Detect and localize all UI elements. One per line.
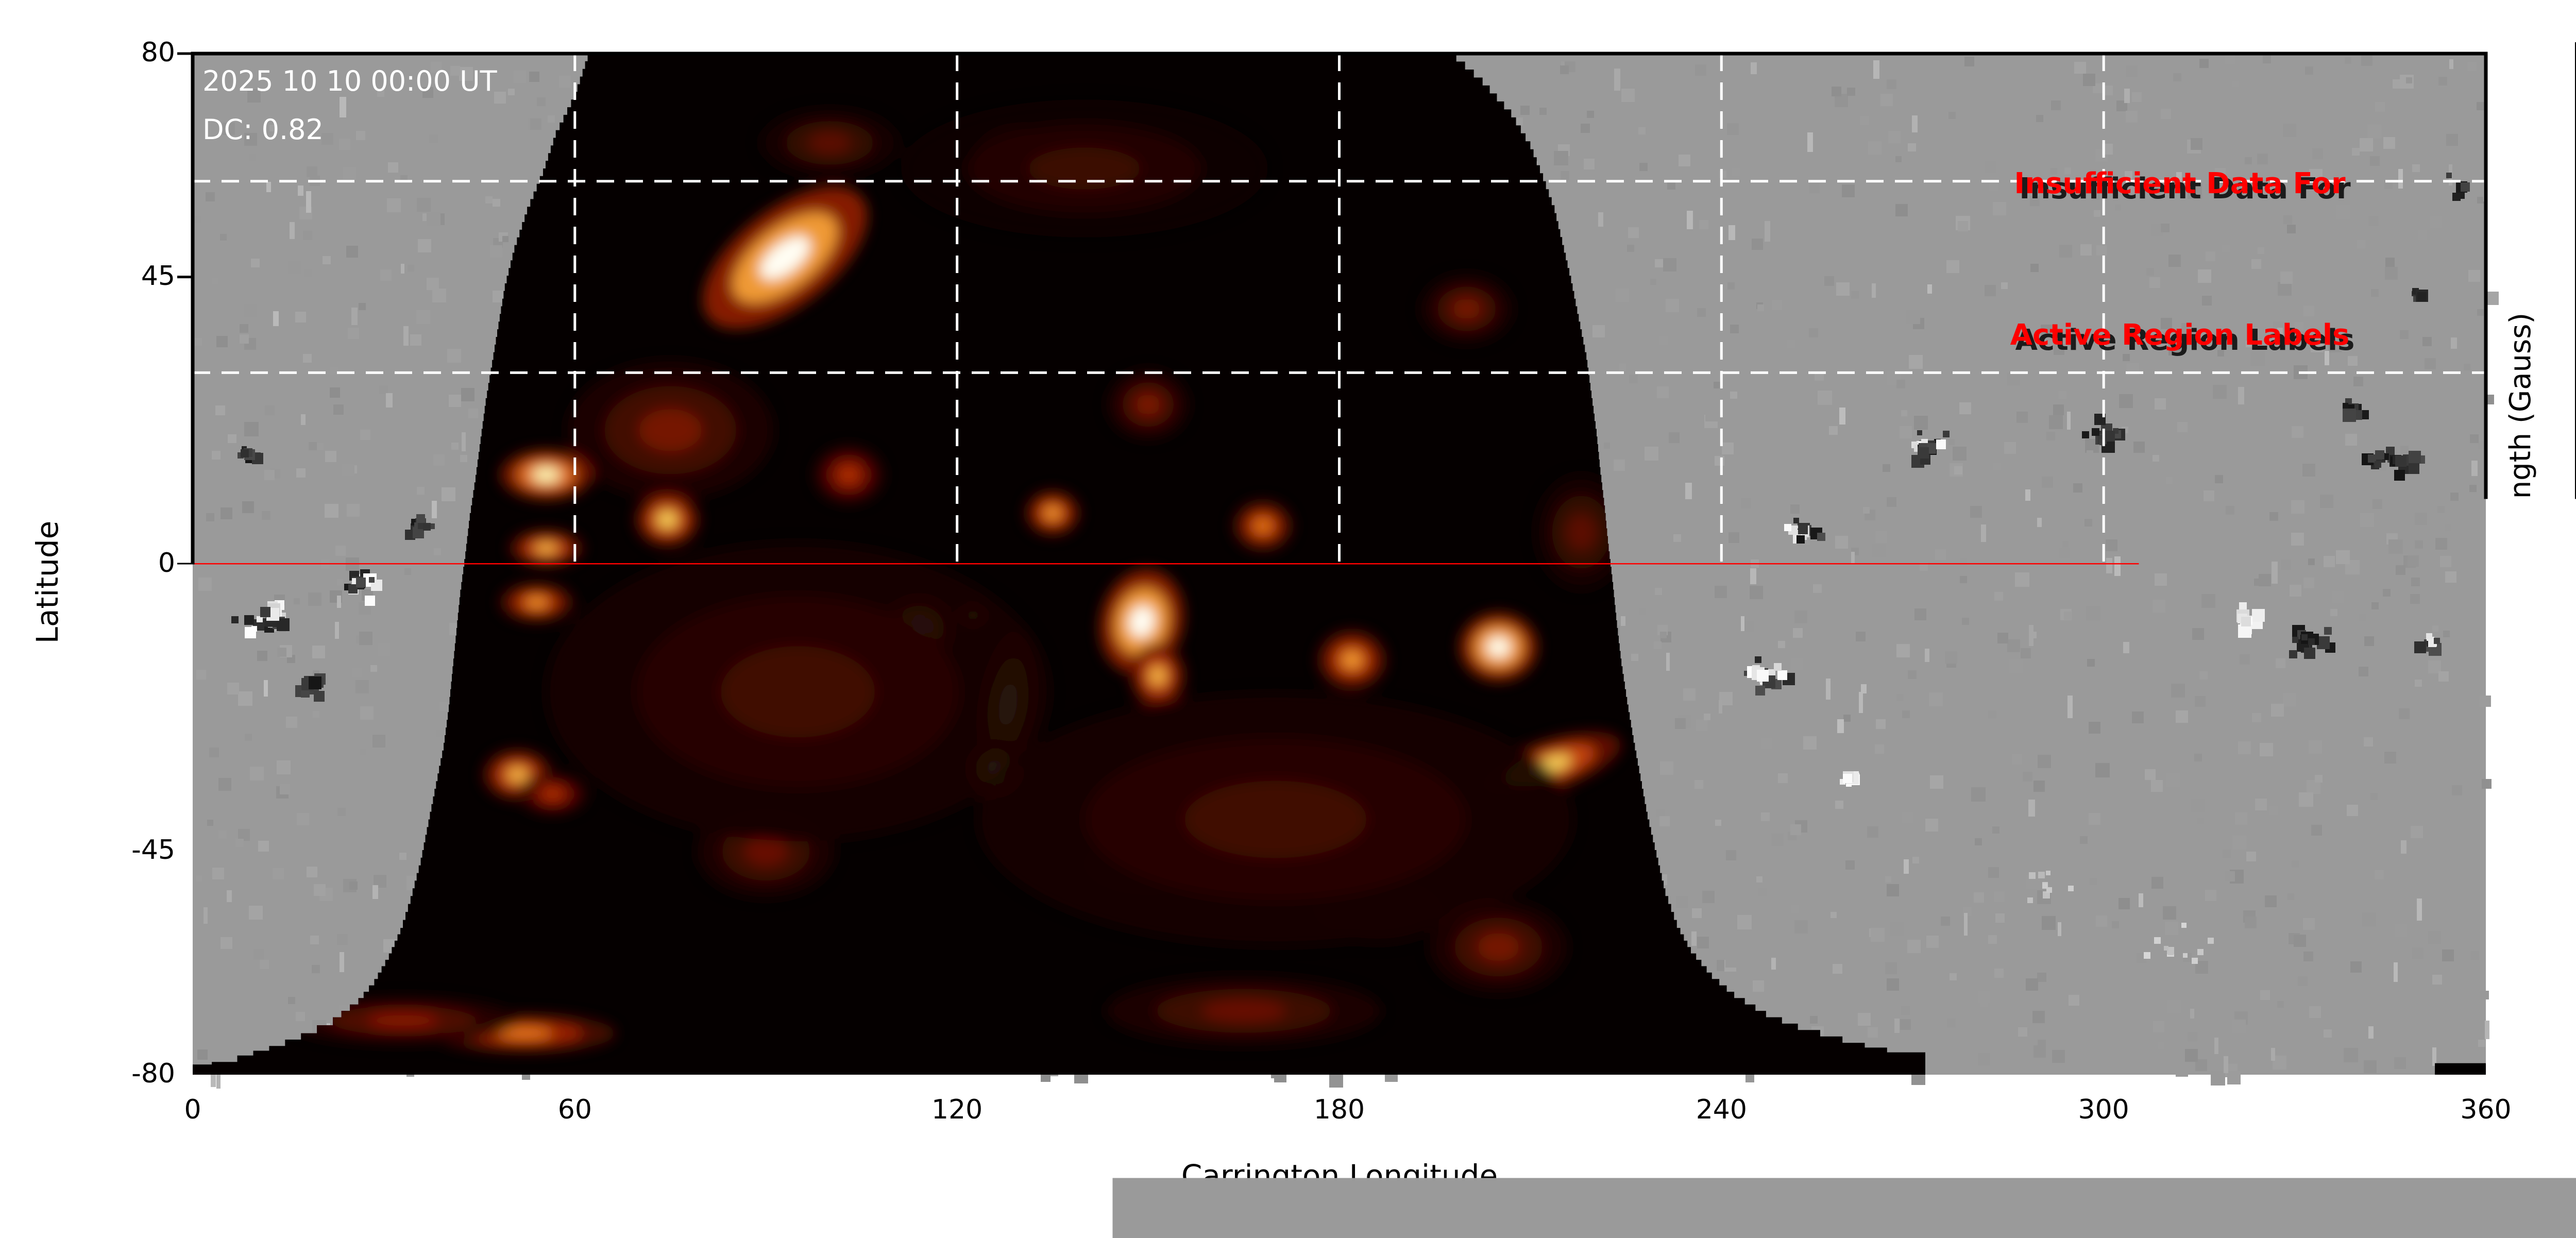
x-tick-360: 360 — [2429, 1094, 2543, 1125]
y-tick--80: -80 — [62, 1058, 175, 1089]
map-datetime: 2025 10 10 00:00 UT — [202, 58, 497, 105]
y-tick-0: 0 — [62, 548, 175, 579]
logo-name: NISP — [2340, 1000, 2475, 1059]
x-tick-0: 0 — [136, 1094, 249, 1125]
x-tick-120: 120 — [901, 1094, 1014, 1125]
map-dc-value: DC: 0.82 — [202, 106, 324, 154]
y-tick-45: 45 — [62, 261, 175, 292]
x-tick-180: 180 — [1283, 1094, 1396, 1125]
x-axis-label: Carrington Longitude — [979, 1158, 1700, 1193]
warning-text: Insufficient Data For Active Region Labe… — [1922, 58, 2437, 462]
y-tick-80: 80 — [62, 37, 175, 68]
y-tick--45: -45 — [62, 835, 175, 866]
x-tick-300: 300 — [2047, 1094, 2160, 1125]
y-axis-label: Latitude — [30, 428, 68, 737]
farside-colorbar-label: Farside Magnetic Strength (Gauss) — [2504, 201, 2542, 922]
farside-map-figure: NISP NSO INTEGRATED SYNOPTIC PROGRAM 202… — [0, 0, 2576, 1238]
x-tick-60: 60 — [518, 1094, 632, 1125]
warning-line-1: Insufficient Data For — [1922, 159, 2437, 209]
warning-line-2: Active Region Labels — [1922, 310, 2437, 361]
x-tick-240: 240 — [1665, 1094, 1778, 1125]
